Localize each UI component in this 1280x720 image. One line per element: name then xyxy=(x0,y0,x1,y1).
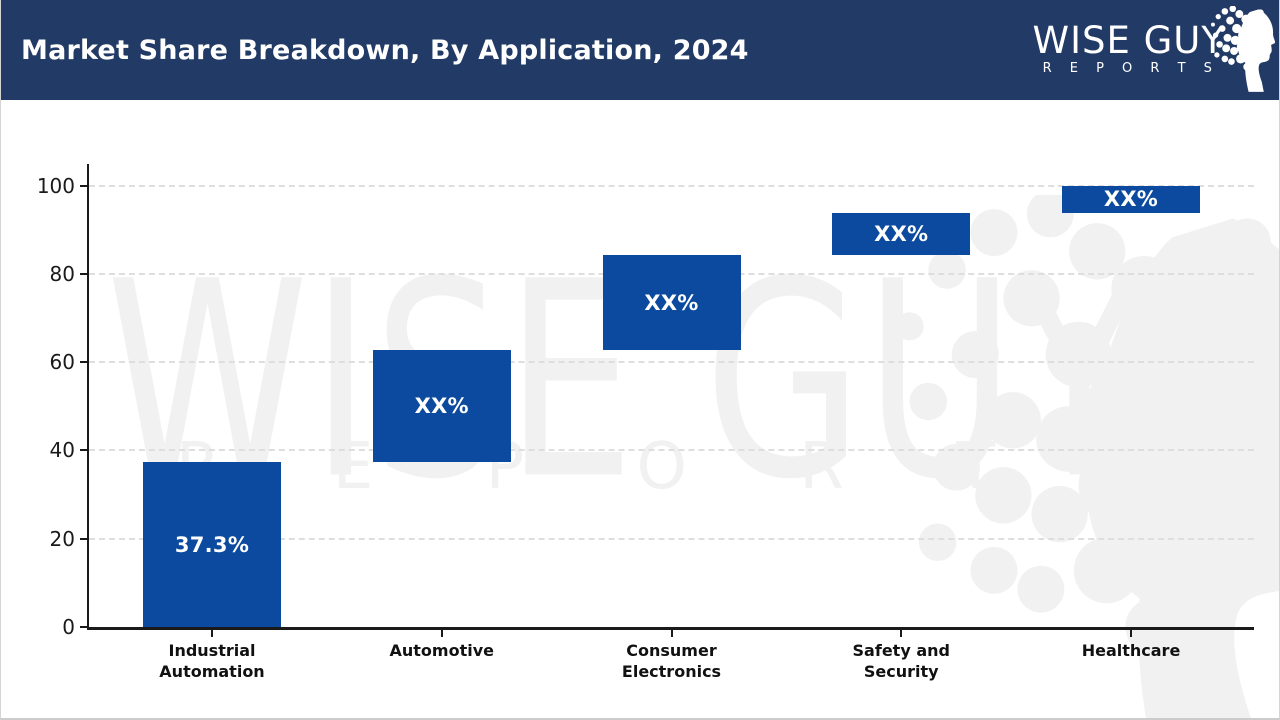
logo-text: WISE GUY R E P O R T S xyxy=(1032,18,1225,77)
y-axis-tick-label: 0 xyxy=(62,615,75,639)
y-axis-tick-mark xyxy=(80,626,88,628)
x-axis-category-label-line: Automotive xyxy=(389,641,495,660)
y-axis-tick-label: 80 xyxy=(49,261,75,286)
y-axis-tick-label: 100 xyxy=(36,173,75,198)
x-axis-tick-mark xyxy=(440,629,443,637)
x-axis-category-label: Industrial Automation xyxy=(102,640,322,682)
gridline-40 xyxy=(89,449,1254,452)
x-axis-category-label: Healthcare xyxy=(1021,640,1241,661)
y-axis-tick-label: 20 xyxy=(49,526,75,551)
gridline-20 xyxy=(89,537,1254,540)
x-axis-category-label-line: Automation xyxy=(159,662,265,681)
y-axis-tick-mark xyxy=(80,361,88,364)
gridline-100 xyxy=(89,184,1254,187)
bar-consumer-electronics: XX% xyxy=(602,254,741,351)
x-axis-line xyxy=(87,627,1254,630)
bar-value-label: XX% xyxy=(874,221,929,246)
x-axis-category-label: Safety and Security xyxy=(791,640,1011,682)
x-axis-tick-mark xyxy=(1130,629,1132,637)
bar-value-label: 37.3% xyxy=(174,532,250,557)
bar-value-label: XX% xyxy=(1103,187,1159,212)
y-axis-tick-label: 40 xyxy=(49,438,75,463)
bar-industrial-automation: 37.3% xyxy=(143,462,281,627)
bar-value-label: XX% xyxy=(644,290,699,315)
logo-subtext: R E P O R T S xyxy=(1042,61,1219,77)
bar-safety-and-security: XX% xyxy=(832,212,971,255)
y-axis-tick-mark xyxy=(80,449,88,452)
chart-title: Market Share Breakdown, By Application, … xyxy=(21,34,749,66)
y-axis-tick-label: 60 xyxy=(49,350,75,375)
x-axis-tick-mark xyxy=(900,629,903,637)
x-axis-tick-mark xyxy=(211,629,213,637)
x-axis-category-label: Automotive xyxy=(332,640,552,661)
x-axis-category-label-line: Healthcare xyxy=(1081,641,1181,660)
x-axis-category-label-line: Safety and xyxy=(852,641,950,660)
wiseguy-logo: WISE GUY R E P O R T S xyxy=(1033,6,1275,92)
x-axis-category-label-line: Security xyxy=(863,662,939,681)
bar-healthcare: XX% xyxy=(1062,185,1200,213)
y-axis-tick-mark xyxy=(80,537,88,540)
x-axis-category-label-line: Industrial xyxy=(168,641,256,660)
y-axis-tick-mark xyxy=(80,272,88,275)
logo-wordmark: WISE GUY xyxy=(1032,18,1225,62)
x-axis-tick-mark xyxy=(670,629,673,637)
logo-head-icon xyxy=(1210,6,1275,92)
gridline-60 xyxy=(89,361,1254,364)
bar-automotive: XX% xyxy=(372,350,511,463)
y-axis-tick-mark xyxy=(80,184,88,187)
bar-value-label: XX% xyxy=(414,394,469,419)
y-axis-line xyxy=(87,163,89,629)
watermark-subtext: R E P O R T S xyxy=(176,430,1195,504)
x-axis-category-label: Consumer Electronics xyxy=(562,640,782,682)
header-bar: Market Share Breakdown, By Application, … xyxy=(1,0,1279,100)
x-axis-category-label-line: Consumer xyxy=(626,641,717,660)
x-axis-category-label-line: Electronics xyxy=(621,662,722,681)
